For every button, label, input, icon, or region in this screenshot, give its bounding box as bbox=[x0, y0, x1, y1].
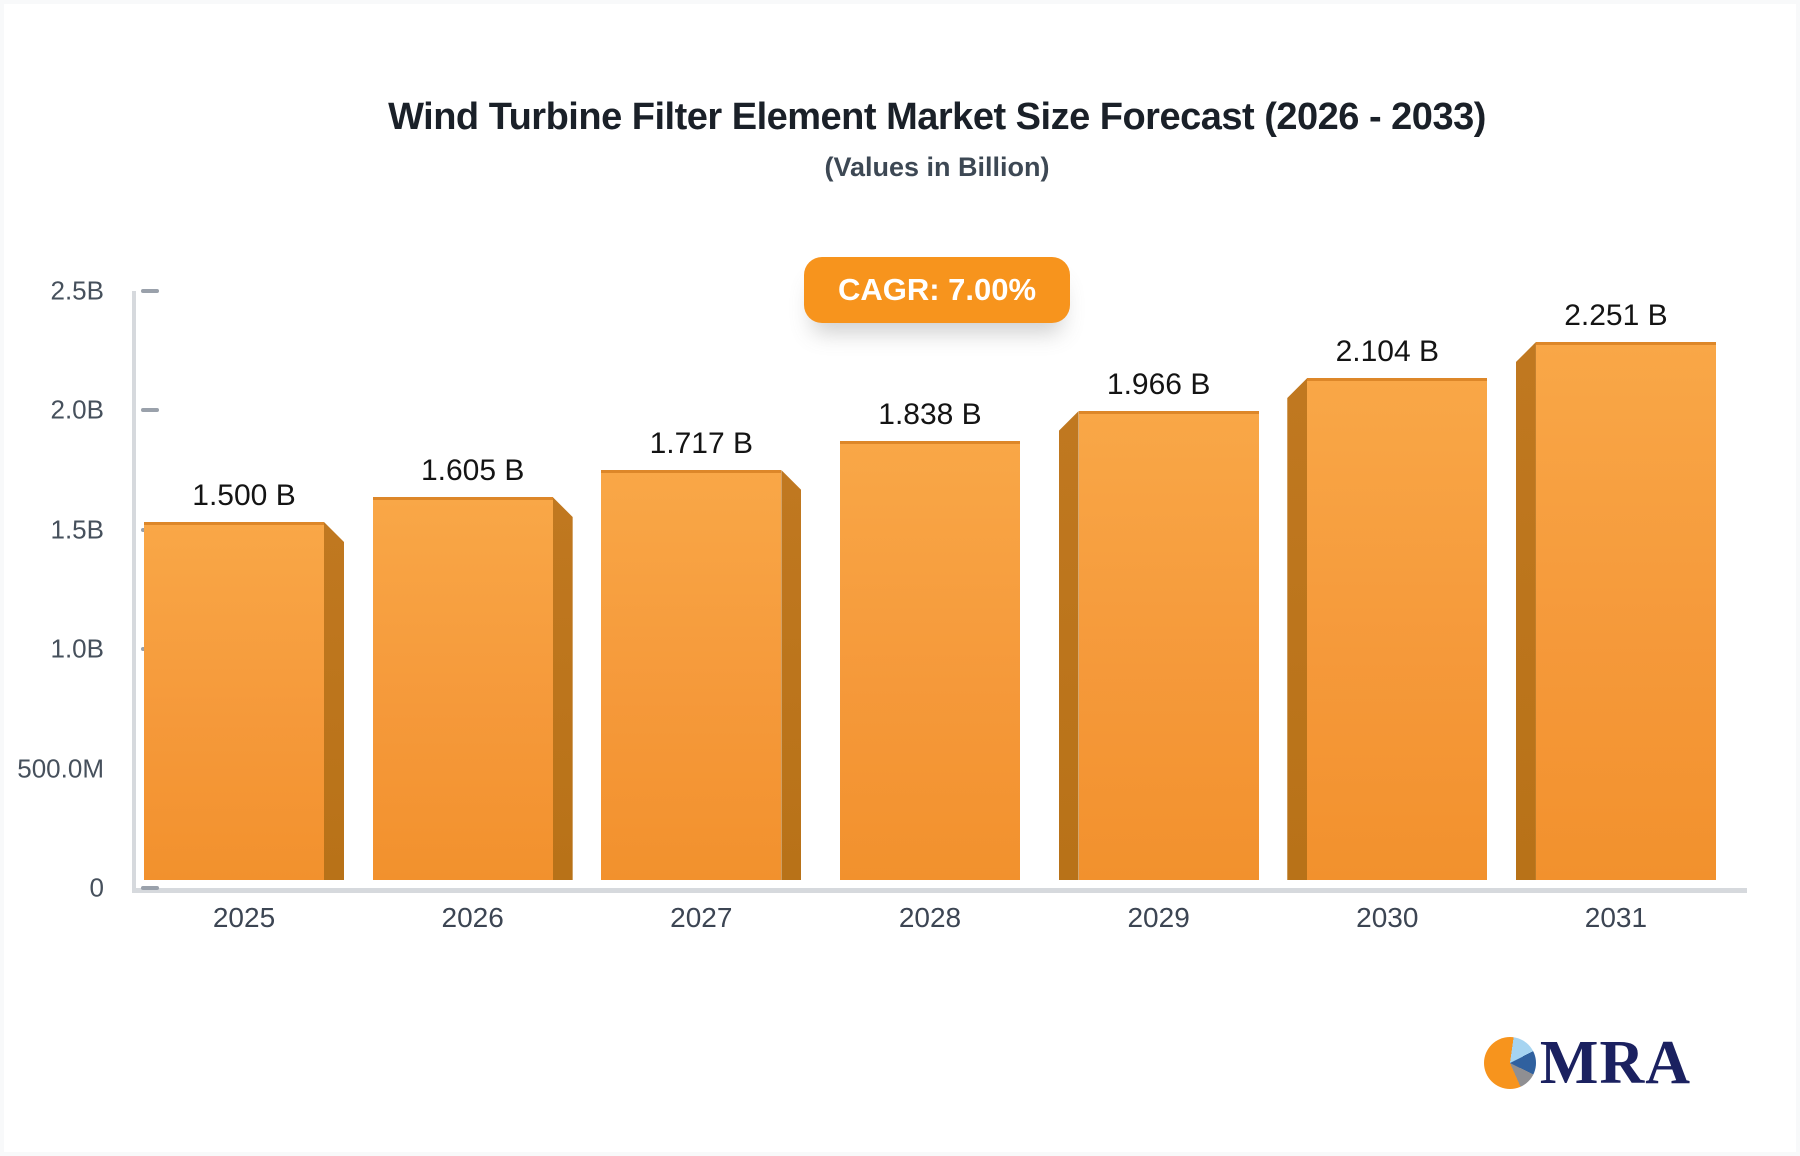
y-tick-label: 1.0B bbox=[50, 633, 105, 664]
bar-group-2031: 2.251 B 2031 bbox=[1515, 299, 1716, 933]
bar-face bbox=[372, 497, 553, 880]
x-axis-line bbox=[132, 888, 1747, 893]
brand-name: MRA bbox=[1539, 1029, 1691, 1097]
bar-value-label: 1.838 B bbox=[878, 398, 982, 431]
y-tick-mark bbox=[141, 886, 159, 890]
bar-value-label: 1.717 B bbox=[649, 427, 754, 460]
bar-side-shade bbox=[781, 470, 802, 880]
bar-face bbox=[601, 470, 782, 880]
bar-2029: 1.966 B 2029 bbox=[1058, 368, 1259, 933]
x-axis-label: 2026 bbox=[441, 902, 504, 933]
bar-side-shade bbox=[1515, 342, 1536, 880]
y-tick-mark bbox=[141, 289, 159, 293]
brand-logo: MRA bbox=[1483, 1029, 1691, 1097]
bar-face bbox=[1307, 378, 1488, 880]
x-axis-label: 2028 bbox=[898, 902, 962, 933]
bar-face bbox=[1535, 342, 1716, 880]
bar-value-label: 2.104 B bbox=[1335, 335, 1439, 368]
bar-2027: 1.717 B 2027 bbox=[601, 427, 802, 933]
bar-face bbox=[1078, 411, 1259, 880]
bar-2026: 1.605 B 2026 bbox=[372, 454, 573, 933]
x-axis-label: 2030 bbox=[1356, 902, 1419, 933]
bar-group-2029: 1.966 B 2029 bbox=[1058, 368, 1259, 933]
bar-face bbox=[839, 441, 1020, 880]
y-axis-line bbox=[132, 291, 136, 892]
bar-value-label: 1.966 B bbox=[1106, 368, 1211, 401]
bar-group-2028: 1.838 B 2028 bbox=[830, 398, 1030, 933]
y-tick-label: 1.5B bbox=[50, 514, 105, 545]
bar-value-label: 1.500 B bbox=[192, 479, 296, 512]
bar-side-shade bbox=[1058, 411, 1079, 880]
y-tick-label: 2.0B bbox=[50, 394, 105, 425]
bar-group-2030: 2.104 B 2030 bbox=[1287, 335, 1488, 933]
y-tick-label: 0 bbox=[89, 872, 104, 903]
bar-series: 1.500 B 2025 1.605 B 2026 1.717 B 2027 1.838 B… bbox=[144, 279, 1716, 933]
bar-group-2027: 1.717 B 2027 bbox=[601, 427, 802, 933]
chart-subtitle: (Values in Billion) bbox=[824, 151, 1050, 182]
x-axis-label: 2027 bbox=[670, 902, 733, 933]
bar-value-label: 2.251 B bbox=[1564, 299, 1668, 332]
y-tick-label: 500.0M bbox=[17, 753, 104, 784]
bar-side-shade bbox=[324, 522, 344, 880]
chart-header: Wind Turbine Filter Element Market Size … bbox=[135, 96, 1739, 183]
bar-side-shade bbox=[552, 497, 573, 880]
bar-face bbox=[144, 522, 324, 880]
pie-chart-icon bbox=[1483, 1037, 1536, 1089]
cagr-badge-row: CAGR: 7.00% bbox=[135, 257, 1739, 323]
y-tick-mark bbox=[141, 408, 159, 413]
cagr-badge: CAGR: 7.00% bbox=[803, 257, 1071, 323]
bar-group-2025: 1.500 B 2025 bbox=[144, 479, 344, 933]
x-axis-label: 2025 bbox=[212, 902, 276, 933]
bar-side-shade bbox=[1287, 378, 1308, 880]
bar-2030: 2.104 B 2030 bbox=[1287, 335, 1488, 933]
bar-2028: 1.838 B 2028 bbox=[839, 398, 1020, 933]
x-axis-label: 2031 bbox=[1584, 902, 1648, 933]
bar-group-2026: 1.605 B 2026 bbox=[372, 454, 573, 933]
bar-value-label: 1.605 B bbox=[420, 454, 525, 487]
bar-2025: 1.500 B 2025 bbox=[144, 479, 344, 933]
y-tick-label: 2.5B bbox=[50, 275, 105, 306]
bar-2031: 2.251 B 2031 bbox=[1515, 299, 1716, 933]
x-axis-label: 2029 bbox=[1127, 902, 1190, 933]
chart-title: Wind Turbine Filter Element Market Size … bbox=[388, 96, 1486, 138]
